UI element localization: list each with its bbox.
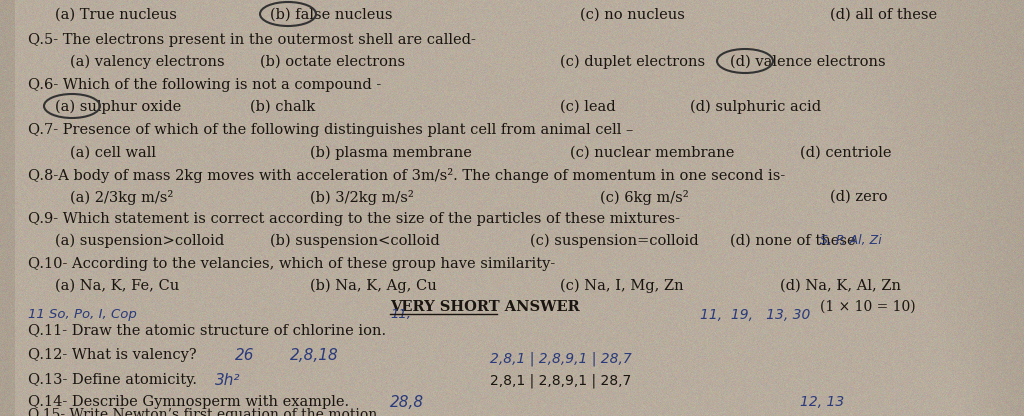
Text: Q.9- Which statement is correct according to the size of the particles of these : Q.9- Which statement is correct accordin…: [28, 212, 680, 226]
Text: (b) Na, K, Ag, Cu: (b) Na, K, Ag, Cu: [310, 279, 437, 293]
Text: (d) valence electrons: (d) valence electrons: [730, 55, 886, 69]
Text: (d) centriole: (d) centriole: [800, 146, 892, 160]
Text: 2,8,1 | 2,8,9,1 | 28,7: 2,8,1 | 2,8,9,1 | 28,7: [490, 373, 631, 387]
Text: (a) valency electrons: (a) valency electrons: [70, 55, 224, 69]
Text: Q.15- Write Newton’s first equation of the motion .: Q.15- Write Newton’s first equation of t…: [28, 408, 386, 416]
Text: (1 × 10 = 10): (1 × 10 = 10): [820, 300, 915, 314]
Text: (c) Na, I, Mg, Zn: (c) Na, I, Mg, Zn: [560, 279, 684, 293]
Text: (d) all of these: (d) all of these: [830, 8, 937, 22]
Text: (a) sulphur oxide: (a) sulphur oxide: [55, 100, 181, 114]
Text: Q.14- Describe Gymnosperm with example.: Q.14- Describe Gymnosperm with example.: [28, 395, 349, 409]
Text: (b) plasma membrane: (b) plasma membrane: [310, 146, 472, 161]
Text: 11,: 11,: [390, 308, 411, 321]
Text: Q.12- What is valency?: Q.12- What is valency?: [28, 348, 197, 362]
Text: (d) none of these: (d) none of these: [730, 234, 856, 248]
Text: (b) false nucleus: (b) false nucleus: [270, 8, 392, 22]
Text: (b) 3/2kg m/s²: (b) 3/2kg m/s²: [310, 190, 414, 205]
Text: VERY SHORT ANSWER: VERY SHORT ANSWER: [390, 300, 580, 314]
Text: (a) cell wall: (a) cell wall: [70, 146, 156, 160]
Text: (d) zero: (d) zero: [830, 190, 888, 204]
Text: (d) Na, K, Al, Zn: (d) Na, K, Al, Zn: [780, 279, 901, 293]
Text: 11,  19,   13, 30: 11, 19, 13, 30: [700, 308, 810, 322]
Text: Q.7- Presence of which of the following distinguishes plant cell from animal cel: Q.7- Presence of which of the following …: [28, 123, 634, 137]
Text: (c) duplet electrons: (c) duplet electrons: [560, 55, 706, 69]
Text: (a) True nucleus: (a) True nucleus: [55, 8, 177, 22]
Text: (c) nuclear membrane: (c) nuclear membrane: [570, 146, 734, 160]
Text: Q.5- The electrons present in the outermost shell are called-: Q.5- The electrons present in the outerm…: [28, 33, 476, 47]
Text: Q.13- Define atomicity.: Q.13- Define atomicity.: [28, 373, 197, 387]
Text: (c) suspension=colloid: (c) suspension=colloid: [530, 234, 698, 248]
Text: 28,8: 28,8: [390, 395, 424, 410]
Text: (a) Na, K, Fe, Cu: (a) Na, K, Fe, Cu: [55, 279, 179, 293]
Text: Q.6- Which of the following is not a compound -: Q.6- Which of the following is not a com…: [28, 78, 381, 92]
Text: 3h²: 3h²: [215, 373, 241, 388]
Text: (d) sulphuric acid: (d) sulphuric acid: [690, 100, 821, 114]
Text: 26: 26: [234, 348, 255, 363]
Text: Q.8-A body of mass 2kg moves with acceleration of 3m/s². The change of momentum : Q.8-A body of mass 2kg moves with accele…: [28, 168, 785, 183]
Text: (a) suspension>colloid: (a) suspension>colloid: [55, 234, 224, 248]
Text: Q.11- Draw the atomic structure of chlorine ion.: Q.11- Draw the atomic structure of chlor…: [28, 323, 386, 337]
Text: 2,8,1 | 2,8,9,1 | 28,7: 2,8,1 | 2,8,9,1 | 28,7: [490, 351, 632, 366]
Text: Q.10- According to the velancies, which of these group have similarity-: Q.10- According to the velancies, which …: [28, 257, 555, 271]
Text: (a) 2/3kg m/s²: (a) 2/3kg m/s²: [70, 190, 173, 205]
Text: (c) no nucleus: (c) no nucleus: [580, 8, 685, 22]
Text: (b) chalk: (b) chalk: [250, 100, 315, 114]
Text: S, P, Al, Zi: S, P, Al, Zi: [820, 234, 882, 247]
Text: 2,8,18: 2,8,18: [290, 348, 339, 363]
Text: (c) 6kg m/s²: (c) 6kg m/s²: [600, 190, 688, 205]
Text: 12, 13: 12, 13: [800, 395, 844, 409]
Text: (b) octate electrons: (b) octate electrons: [260, 55, 406, 69]
Text: 11 So, Po, I, Cop: 11 So, Po, I, Cop: [28, 308, 137, 321]
Text: (c) lead: (c) lead: [560, 100, 615, 114]
Text: (b) suspension<colloid: (b) suspension<colloid: [270, 234, 439, 248]
